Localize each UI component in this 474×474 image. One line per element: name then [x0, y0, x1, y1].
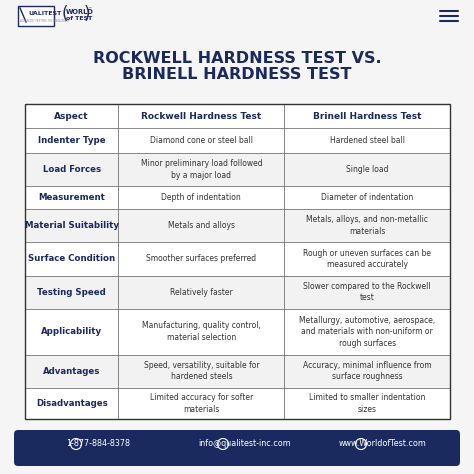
Bar [284, 153, 450, 186]
Text: Accuracy, minimal influence from
surface roughness: Accuracy, minimal influence from surface… [303, 361, 431, 382]
Text: Advantages: Advantages [43, 367, 100, 376]
Text: Minor preliminary load followed
by a major load: Minor preliminary load followed by a maj… [141, 159, 262, 180]
Text: Rough or uneven surfaces can be
measured accurately: Rough or uneven surfaces can be measured… [303, 249, 431, 269]
Text: WORLD: WORLD [66, 9, 94, 15]
Bar [284, 186, 450, 209]
Bar [118, 104, 284, 128]
Bar [25, 153, 118, 186]
Text: Single load: Single load [346, 165, 388, 174]
Bar [118, 209, 284, 242]
Bar [284, 104, 450, 128]
Text: Manufacturing, quality control,
material selection: Manufacturing, quality control, material… [142, 321, 261, 342]
Bar [118, 355, 284, 388]
Text: Surface Condition: Surface Condition [28, 255, 115, 264]
Text: Applicability: Applicability [41, 327, 102, 336]
Bar [118, 153, 284, 186]
Text: Indenter Type: Indenter Type [38, 136, 106, 145]
Text: 1-877-884-8378: 1-877-884-8378 [66, 439, 130, 448]
Bar [25, 242, 118, 275]
Bar [284, 355, 450, 388]
Text: ROCKWELL HARDNESS TEST VS.: ROCKWELL HARDNESS TEST VS. [93, 51, 381, 65]
Text: Disadvantages: Disadvantages [36, 399, 108, 408]
Bar [118, 242, 284, 275]
Bar [118, 275, 284, 309]
Text: Load Forces: Load Forces [43, 165, 101, 174]
Text: Aspect: Aspect [55, 111, 89, 120]
Text: Slower compared to the Rockwell
test: Slower compared to the Rockwell test [303, 282, 431, 302]
Bar [118, 128, 284, 153]
Text: Rockwell Hardness Test: Rockwell Hardness Test [141, 111, 262, 120]
Text: (: ( [62, 5, 68, 23]
Text: Brinell Hardness Test: Brinell Hardness Test [313, 111, 421, 120]
Text: BRINELL HARDNESS TEST: BRINELL HARDNESS TEST [122, 66, 352, 82]
Bar [25, 104, 450, 419]
Text: Metals, alloys, and non-metallic
materials: Metals, alloys, and non-metallic materia… [306, 216, 428, 236]
Bar [118, 186, 284, 209]
Text: Limited to smaller indentation
sizes: Limited to smaller indentation sizes [309, 393, 425, 414]
Bar [284, 388, 450, 419]
Text: Metals and alloys: Metals and alloys [168, 221, 235, 230]
Bar [25, 209, 118, 242]
Bar [118, 388, 284, 419]
Text: Speed, versatility, suitable for
hardened steels: Speed, versatility, suitable for hardene… [144, 361, 259, 382]
Text: ADVANCED TESTING TECHNOLOGIES: ADVANCED TESTING TECHNOLOGIES [19, 19, 69, 23]
Text: Metallurgy, automotive, aerospace,
and materials with non-uniform or
rough surfa: Metallurgy, automotive, aerospace, and m… [299, 316, 435, 347]
Bar [284, 209, 450, 242]
Text: Diamond cone or steel ball: Diamond cone or steel ball [150, 136, 253, 145]
Bar [25, 388, 118, 419]
Bar [25, 186, 118, 209]
Text: www.WorldofTest.com: www.WorldofTest.com [339, 439, 427, 448]
Text: Material Suitability: Material Suitability [25, 221, 119, 230]
Bar [25, 309, 118, 355]
Bar [18, 6, 54, 26]
Text: Depth of indentation: Depth of indentation [162, 193, 241, 202]
Text: info@qualitest-inc.com: info@qualitest-inc.com [199, 439, 292, 448]
Bar [25, 275, 118, 309]
Bar [284, 242, 450, 275]
Text: of TEST: of TEST [66, 16, 92, 21]
Bar [284, 128, 450, 153]
Text: ): ) [84, 5, 91, 23]
Text: Hardened steel ball: Hardened steel ball [329, 136, 405, 145]
Bar [25, 104, 118, 128]
Text: UALITEST: UALITEST [28, 11, 61, 16]
Bar [118, 309, 284, 355]
Bar [25, 355, 118, 388]
Text: Limited accuracy for softer
materials: Limited accuracy for softer materials [150, 393, 253, 414]
FancyBboxPatch shape [14, 430, 460, 466]
Text: Testing Speed: Testing Speed [37, 288, 106, 297]
Bar [284, 275, 450, 309]
Text: Measurement: Measurement [38, 193, 105, 202]
Text: ™: ™ [87, 7, 91, 11]
Text: Relatively faster: Relatively faster [170, 288, 233, 297]
Bar [284, 309, 450, 355]
Text: Smoother surfaces preferred: Smoother surfaces preferred [146, 255, 256, 264]
Text: Diameter of indentation: Diameter of indentation [321, 193, 413, 202]
Bar [25, 128, 118, 153]
